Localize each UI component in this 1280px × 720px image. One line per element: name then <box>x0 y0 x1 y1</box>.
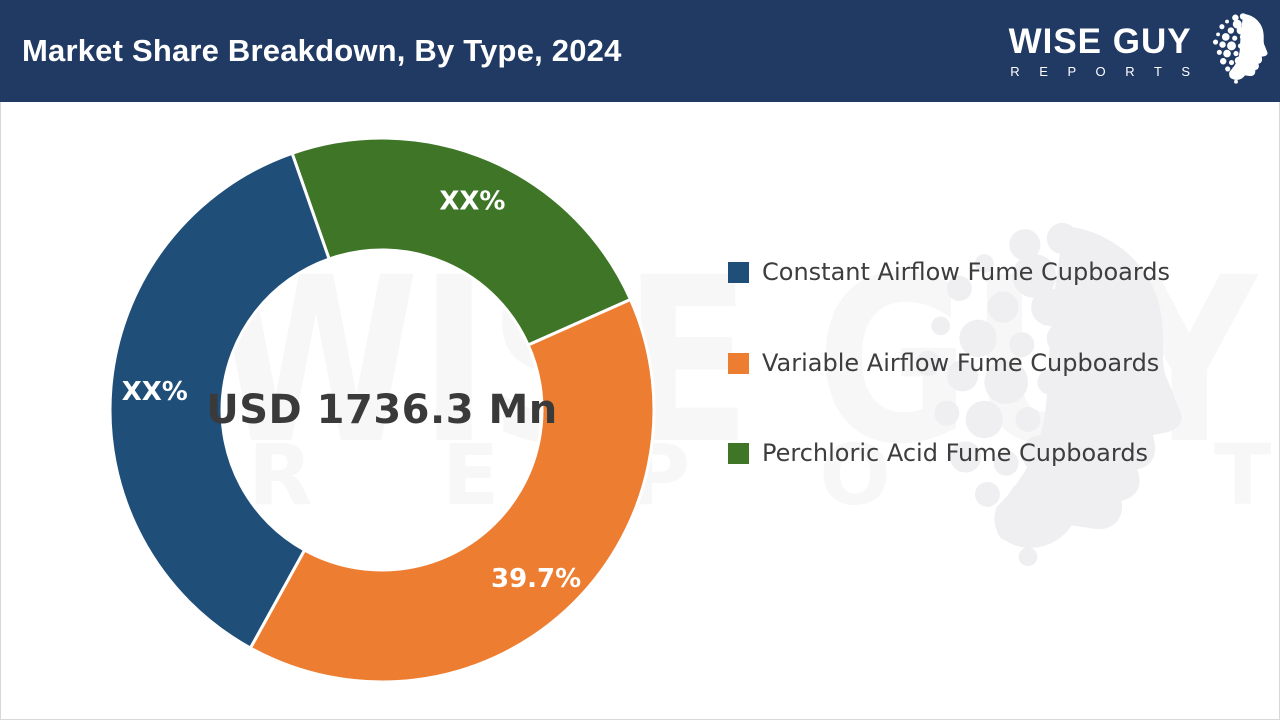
legend-label: Variable Airflow Fume Cupboards <box>762 349 1160 377</box>
brand-wordmark: WISE GUY R E P O R T S <box>1002 24 1198 79</box>
brand-head-icon <box>1212 13 1268 84</box>
donut-slice-0 <box>290 136 633 347</box>
header-bar: Market Share Breakdown, By Type, 2024 WI… <box>0 0 1280 102</box>
legend-label: Constant Airflow Fume Cupboards <box>762 258 1171 286</box>
legend-item-perchloric-acid: Perchloric Acid Fume Cupboards <box>728 439 1148 467</box>
page-title: Market Share Breakdown, By Type, 2024 <box>22 33 622 68</box>
legend-swatch-perchloric-acid <box>728 442 749 464</box>
slice-label-0: XX% <box>439 187 505 217</box>
legend-swatch-variable-airflow <box>728 352 749 374</box>
legend-item-constant-airflow: Constant Airflow Fume Cupboards <box>728 258 1170 286</box>
donut-chart: XX% 39.7% XX% <box>108 136 656 684</box>
donut-slice-1 <box>248 297 656 684</box>
brand-logo: WISE GUY R E P O R T S <box>1002 0 1268 102</box>
donut-center-value: USD 1736.3 Mn <box>206 387 558 433</box>
legend-swatch-constant-airflow <box>728 261 749 283</box>
slice-label-1: 39.7% <box>491 564 581 594</box>
slice-label-2: XX% <box>122 377 188 407</box>
legend-label: Perchloric Acid Fume Cupboards <box>762 439 1149 467</box>
brand-subtitle: R E P O R T S <box>1010 63 1198 79</box>
donut-slice-2 <box>108 151 331 650</box>
brand-name: WISE GUY <box>1008 21 1192 61</box>
legend-item-variable-airflow: Variable Airflow Fume Cupboards <box>728 349 1159 377</box>
